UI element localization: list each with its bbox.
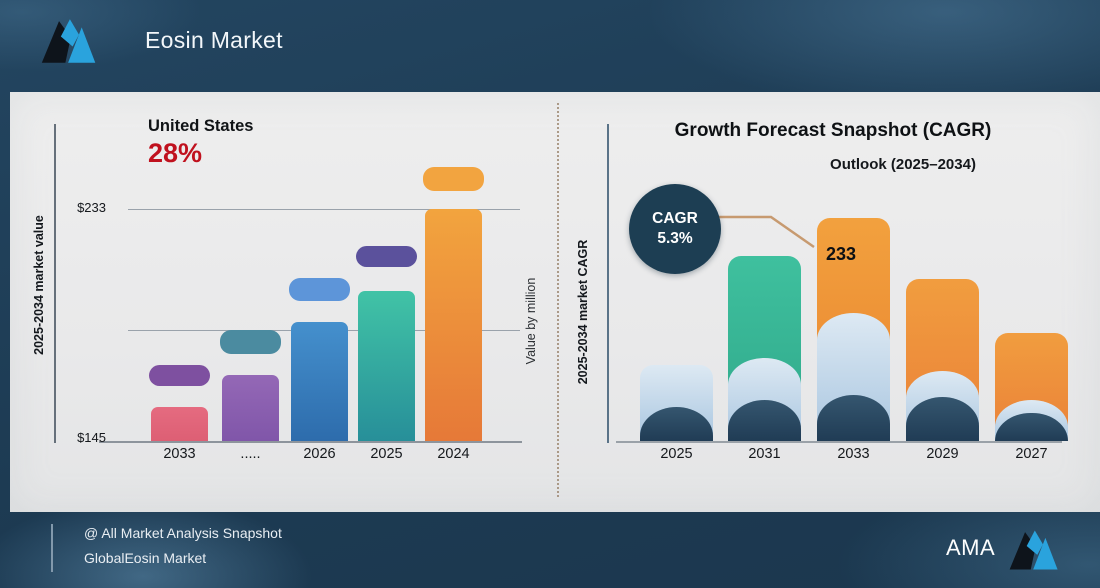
bar (151, 406, 208, 441)
bar (291, 322, 348, 441)
bar-cap (423, 166, 484, 191)
us-y-axis-line (54, 124, 56, 443)
bar (222, 375, 279, 441)
x-axis-label: ..... (240, 446, 261, 462)
growth-percentage: 28% (148, 138, 203, 168)
cagr-badge-value: 5.3% (657, 230, 693, 247)
bar-value-label: 233 (826, 244, 857, 264)
dotted-divider (557, 103, 559, 497)
header: Eosin Market (0, 0, 1100, 92)
cagr-badge: CAGR 5.3% (629, 184, 721, 274)
bar-segment (728, 400, 801, 441)
bar (358, 290, 415, 441)
footer: @ All Market Analysis Snapshot GlobalEos… (0, 512, 1100, 588)
bar (425, 209, 482, 441)
ama-logo-footer-icon (1009, 530, 1058, 570)
y-axis-tick-label: $233 (77, 200, 106, 215)
x-axis-label: 2027 (1015, 446, 1048, 462)
cagr-badge-label: CAGR (652, 209, 698, 227)
page-title: Eosin Market (145, 27, 283, 53)
x-axis-label: 2026 (303, 446, 336, 462)
footer-brand-text: AMA (946, 535, 996, 560)
x-axis-label: 2033 (837, 446, 870, 462)
bar-cap (149, 364, 210, 386)
cagr-x-axis-line (616, 441, 1062, 443)
x-axis-label: 2024 (437, 446, 470, 462)
cagr-y-axis-line (607, 124, 609, 443)
bar-segment (817, 395, 890, 441)
x-axis-label: 2025 (370, 446, 403, 462)
x-axis-label: 2025 (660, 446, 693, 462)
cagr-chart-subtitle: Outlook (2025–2034) (830, 156, 976, 173)
ama-logo-icon (41, 19, 96, 63)
footer-divider-line (51, 524, 53, 572)
x-axis-label: 2029 (926, 446, 959, 462)
bar-cap (356, 245, 417, 267)
cagr-chart-title: Growth Forecast Snapshot (CAGR) (674, 120, 992, 141)
footer-market-text: GlobalEosin Market (84, 550, 207, 566)
region-label: United States (148, 117, 254, 135)
gridline (128, 209, 520, 210)
x-axis-label: 2031 (748, 446, 781, 462)
x-axis-label: 2033 (163, 446, 196, 462)
us-x-axis-line (99, 441, 522, 443)
bar-segment (906, 397, 979, 441)
y-axis-tick-label: $145 (77, 430, 106, 445)
bar-cap (289, 277, 350, 302)
footer-snapshot-text: @ All Market Analysis Snapshot (84, 525, 282, 541)
bar-cap (220, 330, 281, 354)
